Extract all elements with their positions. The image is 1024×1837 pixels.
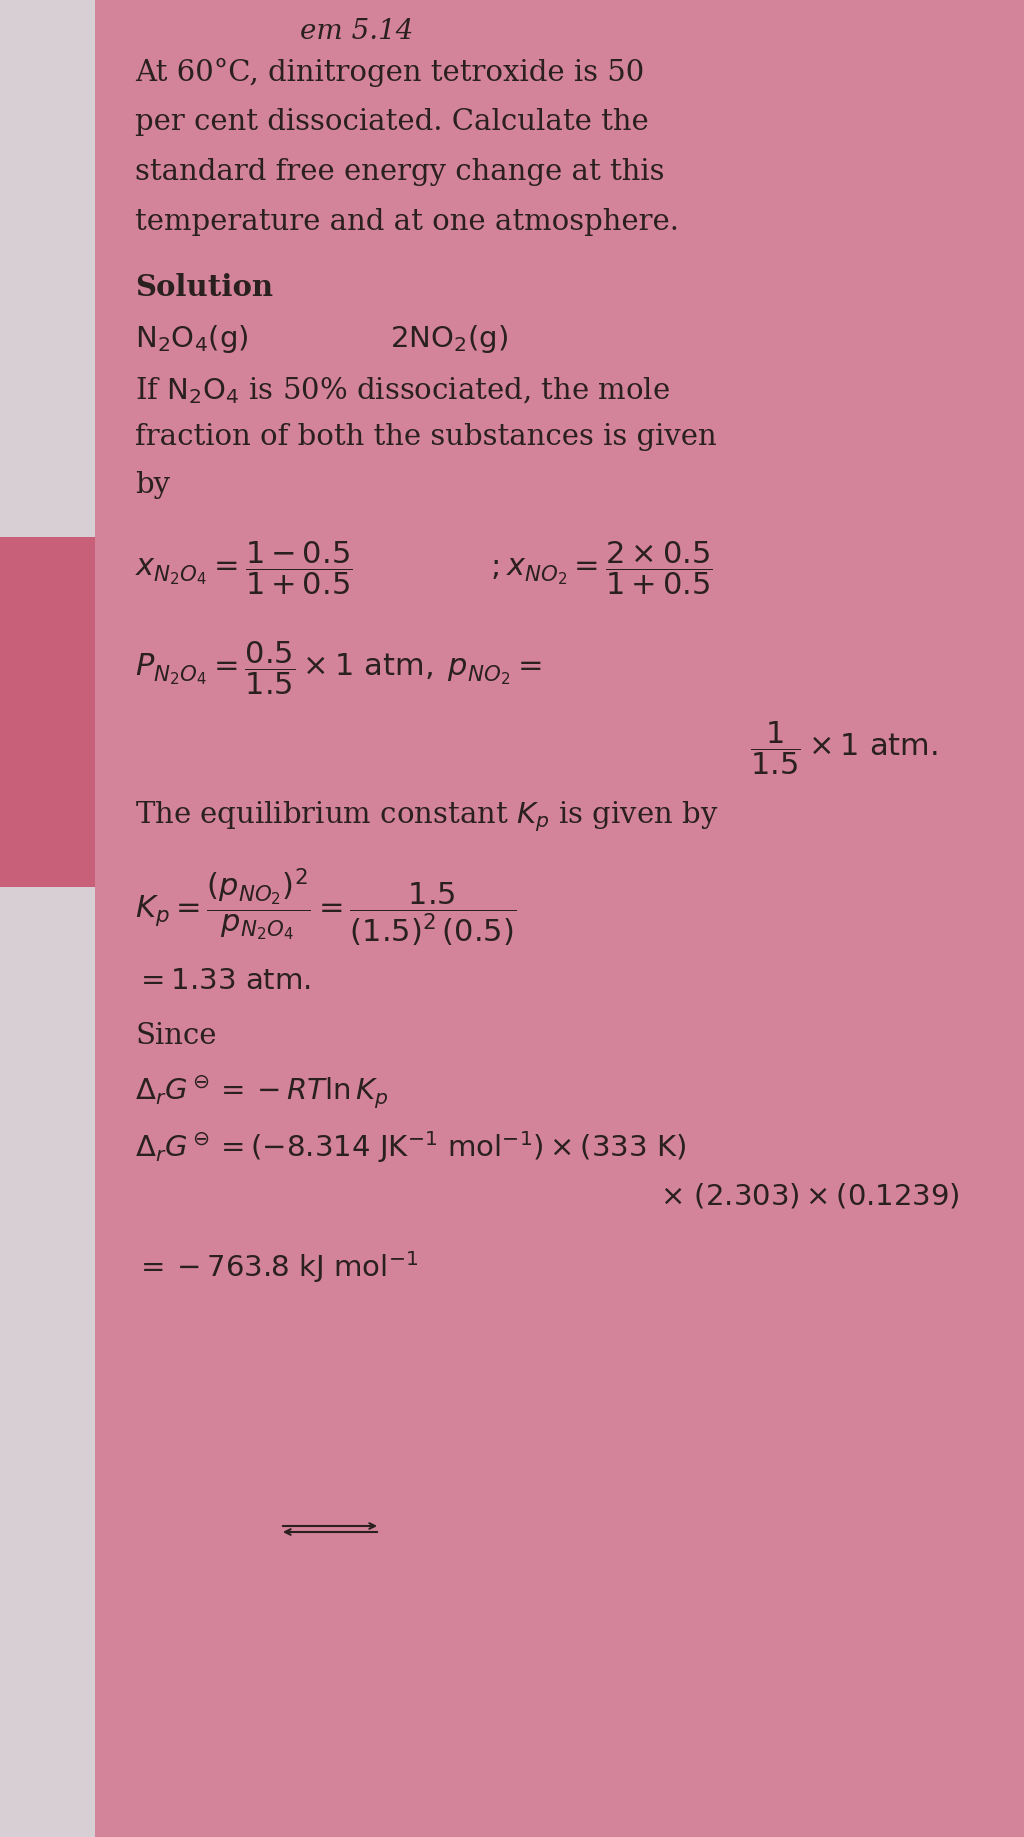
Bar bbox=[0, 536, 95, 887]
Text: $= 1.33\ \mathrm{atm.}$: $= 1.33\ \mathrm{atm.}$ bbox=[135, 966, 311, 996]
Text: per cent dissociated. Calculate the: per cent dissociated. Calculate the bbox=[135, 108, 649, 136]
Text: fraction of both the substances is given: fraction of both the substances is given bbox=[135, 423, 717, 452]
Bar bbox=[0, 0, 95, 1837]
Text: Solution: Solution bbox=[135, 274, 273, 301]
Text: $P_{N_2O_4} = \dfrac{0.5}{1.5}\times1\ \mathrm{atm},\;p_{NO_2} =$: $P_{N_2O_4} = \dfrac{0.5}{1.5}\times1\ \… bbox=[135, 639, 542, 696]
Text: em 5.14: em 5.14 bbox=[300, 18, 414, 44]
Text: $\Delta_r G^\ominus = (-8.314\ \mathrm{JK^{-1}\ mol^{-1}})\times(333\ \mathrm{K}: $\Delta_r G^\ominus = (-8.314\ \mathrm{J… bbox=[135, 1130, 686, 1165]
Text: $= -763.8\ \mathrm{kJ\ mol^{-1}}$: $= -763.8\ \mathrm{kJ\ mol^{-1}}$ bbox=[135, 1249, 418, 1284]
Text: standard free energy change at this: standard free energy change at this bbox=[135, 158, 665, 186]
Text: $\dfrac{1}{1.5}\times1\ \mathrm{atm.}$: $\dfrac{1}{1.5}\times1\ \mathrm{atm.}$ bbox=[750, 718, 938, 777]
Text: Since: Since bbox=[135, 1021, 216, 1051]
Text: If $\mathrm{N_2O_4}$ is 50% dissociated, the mole: If $\mathrm{N_2O_4}$ is 50% dissociated,… bbox=[135, 375, 670, 406]
Text: At 60°C, dinitrogen tetroxide is 50: At 60°C, dinitrogen tetroxide is 50 bbox=[135, 59, 644, 86]
Text: $\mathrm{2NO_2(g)}$: $\mathrm{2NO_2(g)}$ bbox=[390, 323, 508, 355]
Text: $; x_{NO_2} = \dfrac{2\times0.5}{1+0.5}$: $; x_{NO_2} = \dfrac{2\times0.5}{1+0.5}$ bbox=[490, 538, 713, 597]
Text: $K_p = \dfrac{\left(p_{NO_2}\right)^2}{p_{N_2O_4}} = \dfrac{1.5}{(1.5)^2\,(0.5)}: $K_p = \dfrac{\left(p_{NO_2}\right)^2}{p… bbox=[135, 867, 516, 950]
Text: $\mathrm{N_2O_4(g)}$: $\mathrm{N_2O_4(g)}$ bbox=[135, 323, 249, 355]
Text: $\Delta_r G^\ominus = -RT\ln K_p$: $\Delta_r G^\ominus = -RT\ln K_p$ bbox=[135, 1075, 389, 1111]
Text: temperature and at one atmosphere.: temperature and at one atmosphere. bbox=[135, 208, 679, 235]
Text: The equilibrium constant $K_p$ is given by: The equilibrium constant $K_p$ is given … bbox=[135, 799, 718, 834]
Text: $\times\ (2.303)\times(0.1239)$: $\times\ (2.303)\times(0.1239)$ bbox=[660, 1181, 961, 1211]
Text: by: by bbox=[135, 470, 170, 500]
Text: $x_{N_2O_4} = \dfrac{1-0.5}{1+0.5}$: $x_{N_2O_4} = \dfrac{1-0.5}{1+0.5}$ bbox=[135, 538, 352, 597]
